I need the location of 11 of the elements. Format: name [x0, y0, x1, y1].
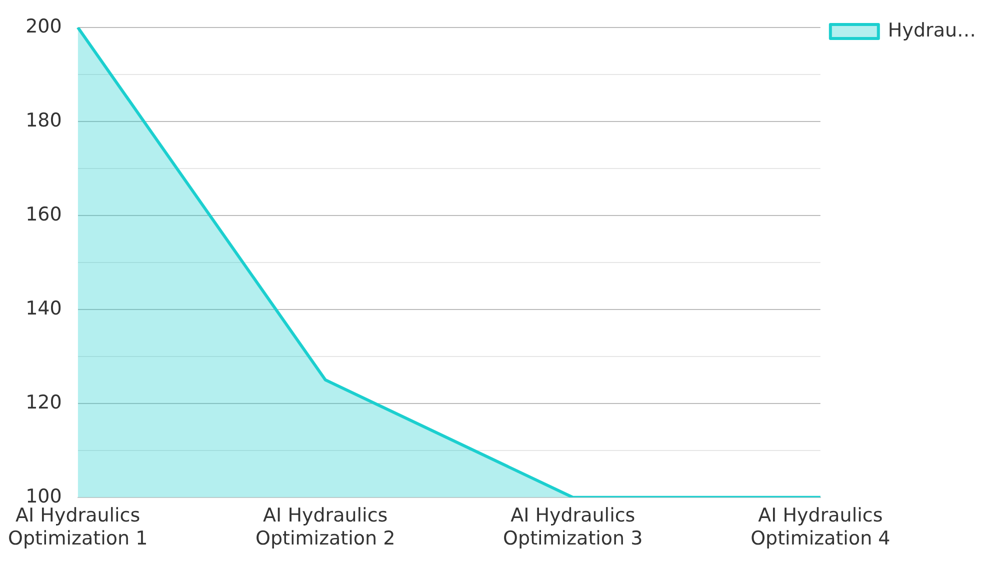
x-tick-label: AI Hydraulics Optimization 2: [256, 504, 396, 550]
y-tick-label: 200: [26, 15, 62, 38]
x-tick-label: AI Hydraulics Optimization 4: [750, 504, 890, 550]
x-tick-label: AI Hydraulics Optimization 3: [503, 504, 643, 550]
y-tick-label: 140: [26, 297, 62, 320]
y-tick-label: 120: [26, 391, 62, 414]
y-tick-label: 100: [26, 485, 62, 508]
x-tick-label: AI Hydraulics Optimization 1: [8, 504, 148, 550]
y-tick-label: 180: [26, 109, 62, 132]
y-tick-label: 160: [26, 203, 62, 226]
legend-label: Hydrau…: [888, 19, 976, 42]
